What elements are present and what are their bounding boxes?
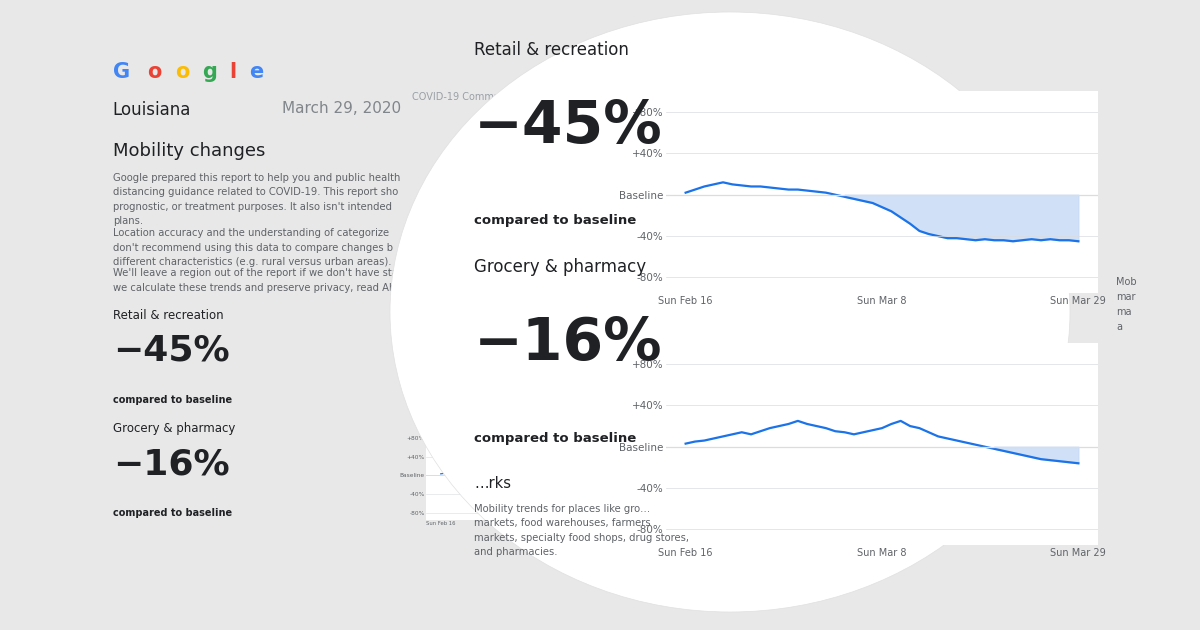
Text: We'll leave a region out of the report if we don't have sta
we calculate these t: We'll leave a region out of the report i…: [113, 268, 401, 292]
Text: compared to baseline: compared to baseline: [113, 394, 232, 404]
Text: Mobility trends for places like gro…
markets, food warehouses, farmers
markets, : Mobility trends for places like gro… mar…: [474, 504, 689, 557]
Text: −45%: −45%: [474, 98, 662, 154]
Text: compared to baseline: compared to baseline: [113, 508, 232, 518]
Text: Grocery & pharmacy: Grocery & pharmacy: [113, 422, 235, 435]
Ellipse shape: [390, 12, 1070, 612]
Text: −16%: −16%: [113, 447, 229, 481]
Text: March 29, 2020: March 29, 2020: [282, 101, 401, 116]
Text: −16%: −16%: [474, 315, 662, 372]
Text: o: o: [148, 62, 162, 82]
Text: o: o: [175, 62, 190, 82]
Text: Retail & recreation: Retail & recreation: [474, 41, 629, 59]
Text: compared to baseline: compared to baseline: [474, 214, 636, 227]
Text: Mob
mar
ma
a: Mob mar ma a: [1116, 277, 1136, 331]
Text: −45%: −45%: [113, 334, 229, 368]
Text: Grocery & pharmacy: Grocery & pharmacy: [474, 258, 646, 277]
Text: COVID-19 Commu: COVID-19 Commu: [412, 92, 500, 102]
Text: compared to baseline: compared to baseline: [474, 432, 636, 445]
Text: ese trends and preserve pr: ese trends and preserve pr: [733, 48, 884, 58]
Text: …rks: …rks: [474, 476, 511, 491]
Text: G: G: [113, 62, 130, 82]
Text: Mobility changes: Mobility changes: [113, 142, 265, 161]
Text: e: e: [250, 62, 264, 82]
Text: Louisiana: Louisiana: [113, 101, 191, 119]
Text: g: g: [202, 62, 217, 82]
Text: l: l: [229, 62, 236, 82]
Text: Google prepared this report to help you and public health
distancing guidance re: Google prepared this report to help you …: [113, 173, 400, 226]
Text: Location accuracy and the understanding of categorize
don't recommend using this: Location accuracy and the understanding …: [113, 228, 392, 267]
Text: Retail & recreation: Retail & recreation: [113, 309, 223, 322]
